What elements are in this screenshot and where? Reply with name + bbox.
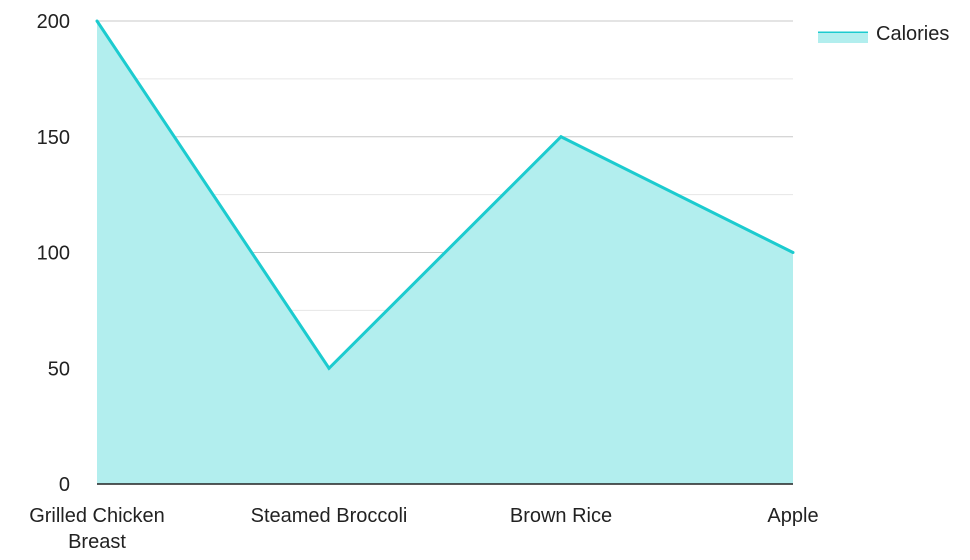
x-tick-label-line: Grilled Chicken bbox=[29, 505, 165, 527]
y-tick-labels: 0 50 100 150 200 bbox=[37, 11, 70, 496]
data-point bbox=[327, 366, 331, 370]
y-tick-label: 150 bbox=[37, 127, 70, 149]
y-tick-label: 200 bbox=[37, 11, 70, 33]
x-tick-label: Grilled Chicken Breast bbox=[29, 505, 165, 553]
x-tick-label-line: Apple bbox=[767, 505, 818, 527]
data-point bbox=[95, 19, 99, 23]
x-tick-label-line: Steamed Broccoli bbox=[251, 505, 408, 527]
data-point bbox=[791, 251, 795, 254]
x-tick-label: Steamed Broccoli bbox=[251, 505, 408, 527]
x-tick-label: Apple bbox=[767, 505, 818, 527]
y-tick-label: 50 bbox=[48, 358, 70, 380]
x-tick-label-line: Breast bbox=[68, 531, 126, 553]
x-tick-label-line: Brown Rice bbox=[510, 505, 612, 527]
y-tick-label: 0 bbox=[59, 474, 70, 496]
legend-label: Calories bbox=[876, 23, 949, 45]
data-point bbox=[559, 135, 563, 139]
x-tick-label: Brown Rice bbox=[510, 505, 612, 527]
series-line bbox=[95, 20, 794, 371]
legend: Calories bbox=[818, 23, 949, 45]
legend-swatch-fill bbox=[818, 33, 868, 43]
y-tick-label: 100 bbox=[37, 243, 70, 265]
x-tick-labels: Grilled Chicken Breast Steamed Broccoli Bro… bbox=[29, 505, 818, 553]
series-line-layer bbox=[95, 19, 795, 371]
